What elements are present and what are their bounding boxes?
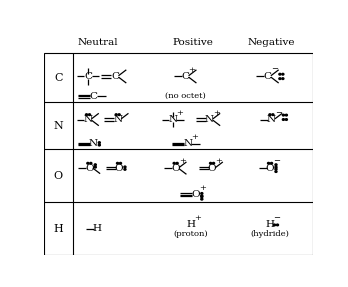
- Text: −: −: [274, 214, 280, 222]
- Circle shape: [201, 198, 203, 200]
- Circle shape: [88, 114, 90, 115]
- Text: H: H: [266, 220, 275, 229]
- Circle shape: [268, 162, 270, 164]
- Circle shape: [87, 162, 89, 164]
- Text: O: O: [266, 164, 274, 173]
- Text: O: O: [85, 164, 94, 173]
- Circle shape: [282, 78, 284, 79]
- Text: O: O: [171, 164, 180, 173]
- Text: N: N: [84, 115, 93, 124]
- Circle shape: [279, 78, 281, 79]
- Text: C: C: [111, 72, 119, 81]
- Circle shape: [279, 73, 281, 75]
- Circle shape: [270, 162, 272, 164]
- Circle shape: [282, 119, 284, 120]
- Circle shape: [201, 195, 203, 197]
- Circle shape: [94, 164, 96, 166]
- Text: +: +: [191, 133, 198, 141]
- Text: N: N: [54, 121, 63, 131]
- Text: +: +: [215, 157, 222, 165]
- Text: O: O: [191, 190, 200, 199]
- Text: H: H: [93, 224, 102, 233]
- Circle shape: [124, 166, 126, 168]
- Text: H: H: [186, 220, 195, 229]
- Text: Neutral: Neutral: [77, 38, 118, 47]
- Text: N: N: [205, 115, 214, 124]
- Text: (hydride): (hydride): [251, 230, 290, 238]
- Circle shape: [86, 114, 88, 115]
- Circle shape: [173, 162, 175, 164]
- Circle shape: [119, 162, 121, 164]
- Circle shape: [269, 114, 271, 115]
- Circle shape: [98, 144, 100, 146]
- Text: −: −: [275, 109, 282, 117]
- Text: +: +: [213, 109, 220, 117]
- Circle shape: [213, 162, 215, 164]
- Text: Negative: Negative: [248, 38, 295, 47]
- Circle shape: [115, 114, 117, 115]
- Text: N: N: [267, 115, 276, 124]
- Text: +: +: [179, 157, 186, 165]
- Text: C: C: [84, 72, 92, 81]
- Text: (no octet): (no octet): [165, 92, 205, 100]
- Text: +: +: [176, 109, 183, 117]
- Text: C: C: [263, 72, 271, 81]
- Circle shape: [98, 142, 100, 144]
- Text: (proton): (proton): [173, 230, 208, 238]
- Text: O: O: [54, 171, 63, 181]
- Text: +: +: [194, 214, 201, 222]
- Text: O: O: [208, 164, 216, 173]
- Text: H: H: [54, 224, 63, 234]
- Circle shape: [272, 114, 274, 115]
- Text: N: N: [113, 115, 122, 124]
- Circle shape: [90, 162, 92, 164]
- Circle shape: [275, 168, 277, 170]
- Circle shape: [275, 164, 277, 166]
- Circle shape: [176, 162, 178, 164]
- Circle shape: [124, 168, 126, 170]
- Text: Positive: Positive: [173, 38, 214, 47]
- Circle shape: [117, 162, 119, 164]
- Circle shape: [285, 114, 287, 116]
- Circle shape: [285, 119, 287, 120]
- Circle shape: [201, 193, 203, 194]
- Circle shape: [209, 162, 212, 164]
- Text: C: C: [89, 92, 97, 101]
- Text: −: −: [271, 65, 278, 73]
- Circle shape: [118, 114, 120, 115]
- Circle shape: [94, 166, 96, 168]
- Text: N: N: [168, 115, 177, 124]
- Text: +: +: [189, 65, 196, 73]
- Text: C: C: [54, 73, 63, 83]
- Circle shape: [274, 224, 276, 226]
- Circle shape: [282, 73, 284, 75]
- Text: N: N: [89, 139, 98, 148]
- Text: C: C: [181, 72, 189, 81]
- Circle shape: [275, 171, 277, 172]
- Circle shape: [282, 114, 284, 116]
- Text: −: −: [274, 157, 280, 165]
- Circle shape: [275, 166, 277, 168]
- Circle shape: [201, 196, 203, 197]
- Text: N: N: [183, 139, 192, 148]
- Text: O: O: [115, 164, 123, 173]
- Text: +: +: [199, 184, 206, 192]
- Circle shape: [276, 224, 278, 226]
